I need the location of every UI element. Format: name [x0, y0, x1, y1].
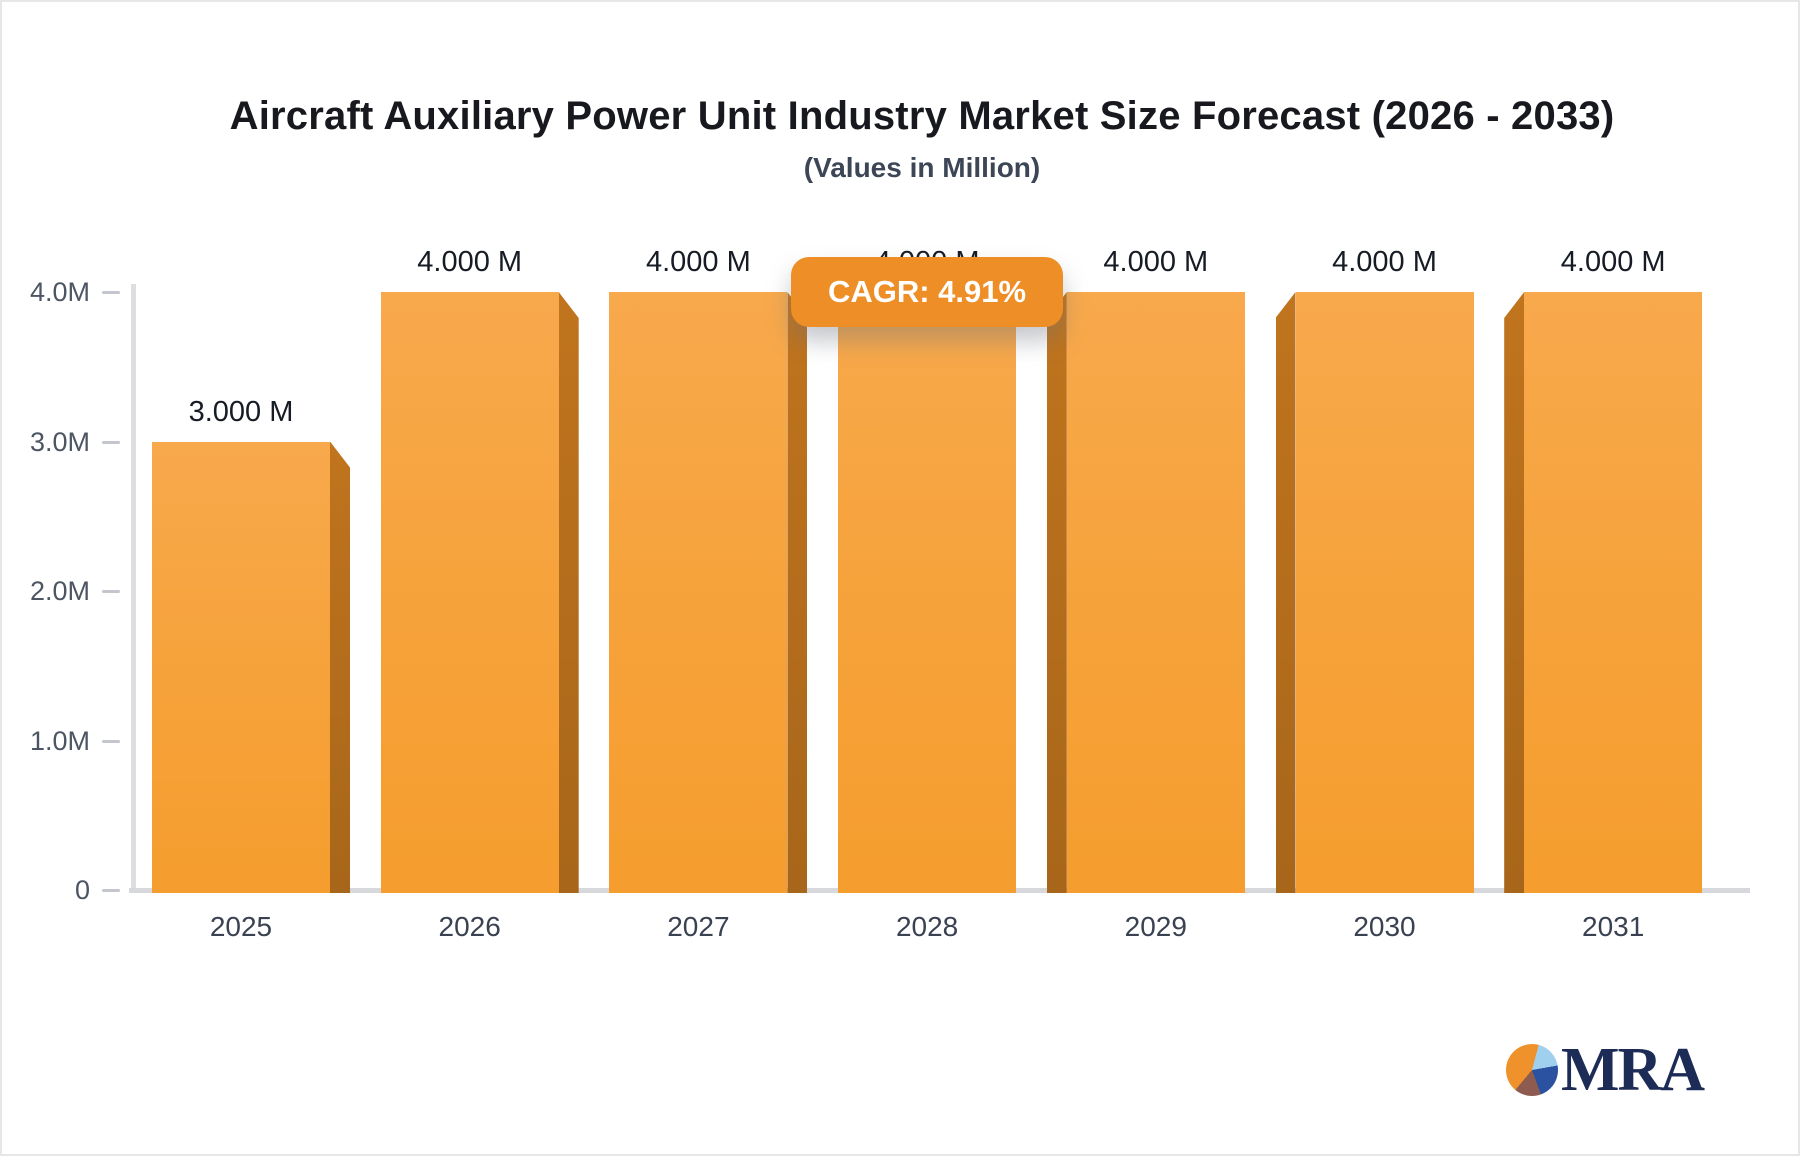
x-axis-label: 2030 [1353, 911, 1416, 942]
chart-subtitle: (Values in Million) [803, 152, 1041, 183]
bar-value-label: 4.000 M [1103, 246, 1209, 278]
bar-value-label: 4.000 M [645, 246, 751, 278]
y-axis-tick-mark [102, 889, 120, 892]
pie-chart-icon [1506, 1044, 1558, 1096]
bar-3d-side [330, 441, 350, 893]
bar-face [838, 292, 1017, 893]
bar-value-label: 4.000 M [1560, 246, 1666, 278]
bar-face [1066, 292, 1245, 893]
chart-title: Aircraft Auxiliary Power Unit Industry M… [229, 94, 1615, 138]
y-axis-tick-label: 3.0M [29, 426, 90, 457]
x-axis-label: 2027 [667, 911, 730, 942]
y-axis-tick-mark [102, 440, 120, 444]
bar-value-label: 3.000 M [188, 395, 294, 428]
y-axis-tick-label: 0 [74, 875, 90, 905]
y-axis-tick-mark [102, 291, 120, 294]
bar-face [609, 292, 788, 893]
x-axis-label: 2029 [1124, 911, 1187, 942]
bar-face [1524, 292, 1703, 893]
cagr-badge: CAGR: 4.91% [791, 257, 1063, 327]
brand-logo-text: MRA [1561, 1036, 1705, 1104]
bar-3d-side [1275, 292, 1296, 893]
brand-logo: MRA [1506, 1036, 1705, 1104]
bar-face [152, 441, 330, 893]
y-axis-tick-label: 4.0M [29, 277, 90, 307]
bar-value-label: 4.000 M [1332, 246, 1437, 278]
x-axis-label: 2028 [895, 911, 959, 942]
y-axis-tick-mark [102, 739, 120, 743]
bar-3d-side [787, 292, 808, 893]
y-axis-tick-label: 2.0M [29, 576, 90, 606]
x-axis-label: 2031 [1582, 911, 1645, 942]
bar-face [380, 292, 559, 893]
bar-value-label: 4.000 M [417, 246, 523, 278]
bar-3d-side [1504, 292, 1525, 893]
bar-face [1295, 292, 1474, 893]
y-axis-tick-mark [102, 590, 120, 593]
bar-3d-side [1046, 292, 1067, 893]
y-axis-line [131, 284, 136, 893]
x-axis-label: 2026 [438, 911, 501, 942]
x-axis-label: 2025 [209, 911, 273, 942]
y-axis-tick-label: 1.0M [29, 725, 90, 756]
bar-3d-side [558, 292, 579, 893]
